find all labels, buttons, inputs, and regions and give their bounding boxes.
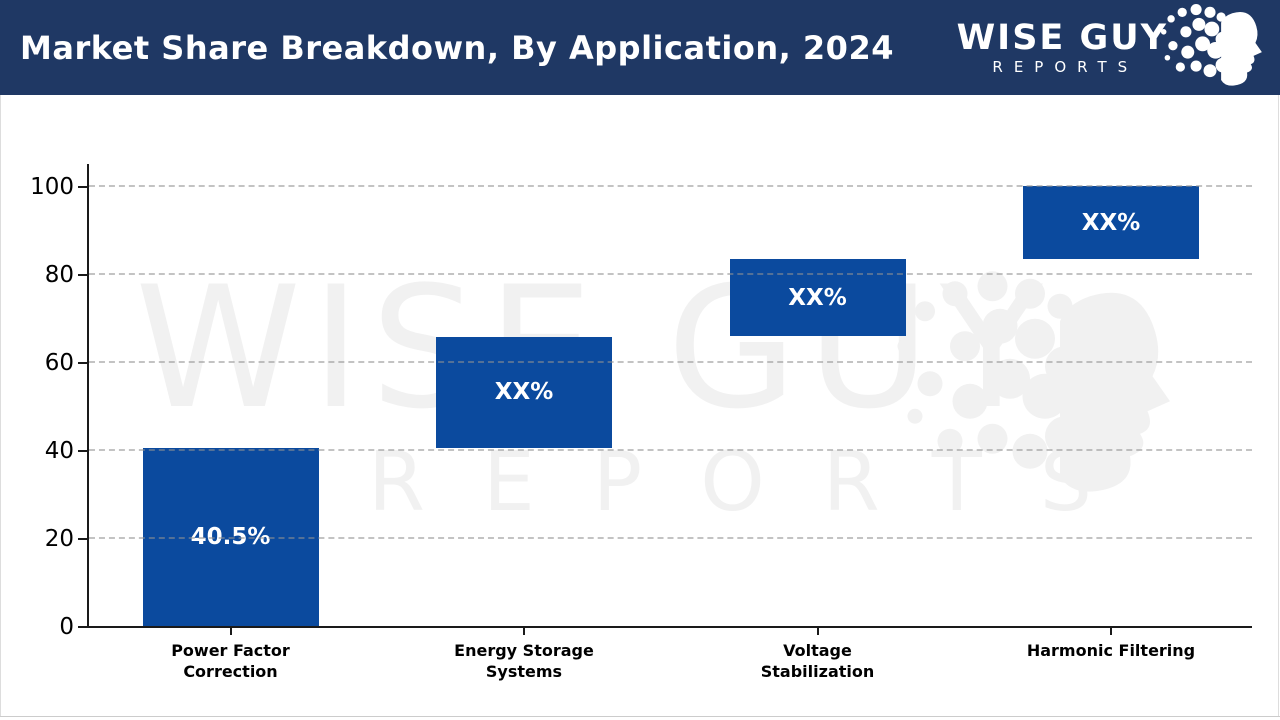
watermark-face-icon (897, 271, 1170, 492)
page-title: Market Share Breakdown, By Application, … (20, 28, 894, 67)
gridline (89, 185, 1252, 187)
y-tick (78, 274, 87, 276)
y-tick (78, 450, 87, 452)
gridline (89, 273, 1252, 275)
y-tick-label: 60 (44, 350, 74, 376)
category-label: Energy Storage Systems (454, 641, 594, 681)
y-tick-label: 0 (59, 614, 74, 640)
y-tick-label: 20 (44, 526, 74, 552)
category-label: Harmonic Filtering (1026, 641, 1196, 660)
y-tick-label: 100 (30, 174, 74, 200)
bar-value-label: XX% (494, 379, 554, 406)
wiseguy-logo-text: WISE GUY REPORTS (957, 20, 1168, 76)
bar-value-label: 40.5% (190, 523, 271, 550)
y-tick (78, 186, 87, 188)
y-tick (78, 362, 87, 364)
watermark-subtitle: REPORTS (368, 435, 1150, 530)
bar-segment: 40.5% (142, 447, 319, 626)
logo-wordmark: WISE GUY (956, 18, 1168, 58)
category-label: Power Factor Correction (171, 641, 290, 681)
y-tick (78, 538, 87, 540)
gridline (89, 449, 1252, 451)
bar-segment: XX% (1023, 186, 1199, 260)
y-tick-label: 80 (44, 262, 74, 288)
x-tick (816, 628, 819, 635)
bar-segment: XX% (436, 336, 612, 448)
y-axis-line (87, 164, 89, 628)
category-label: Voltage Stabilization (760, 641, 875, 681)
bar-segment: XX% (729, 259, 906, 337)
wiseguy-logo-face-icon (1160, 4, 1262, 86)
gridline (89, 361, 1252, 363)
x-axis-line (87, 626, 1252, 628)
frame-edge-bottom (0, 716, 1280, 717)
x-tick (229, 628, 232, 635)
bar-value-label: XX% (788, 284, 847, 311)
y-tick-label: 40 (44, 438, 74, 464)
bar-value-label: XX% (1081, 209, 1141, 236)
x-tick (523, 628, 525, 635)
gridline (89, 537, 1252, 539)
header-bar: Market Share Breakdown, By Application, … (0, 0, 1280, 95)
y-tick (78, 626, 87, 628)
frame-edge-left (0, 95, 1, 717)
logo-subtitle: REPORTS (992, 58, 1139, 76)
frame-edge-right (1278, 95, 1279, 717)
x-tick (1110, 628, 1112, 635)
wiseguy-logo: WISE GUY REPORTS (957, 4, 1266, 92)
